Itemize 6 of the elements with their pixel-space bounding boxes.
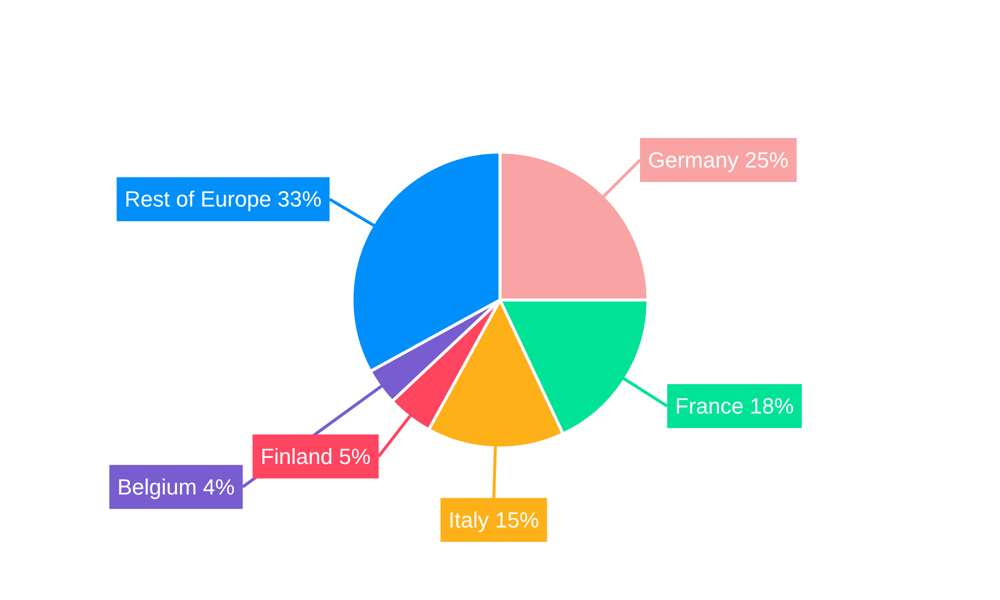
slice-label: France 18% — [675, 394, 794, 419]
slice-label: Belgium 4% — [117, 474, 235, 500]
slice-label: Rest of Europe 33% — [124, 186, 322, 212]
slice-label: Italy 15% — [448, 507, 540, 532]
slice-label: Finland 5% — [260, 444, 371, 469]
slice-label: Germany 25% — [648, 147, 789, 172]
